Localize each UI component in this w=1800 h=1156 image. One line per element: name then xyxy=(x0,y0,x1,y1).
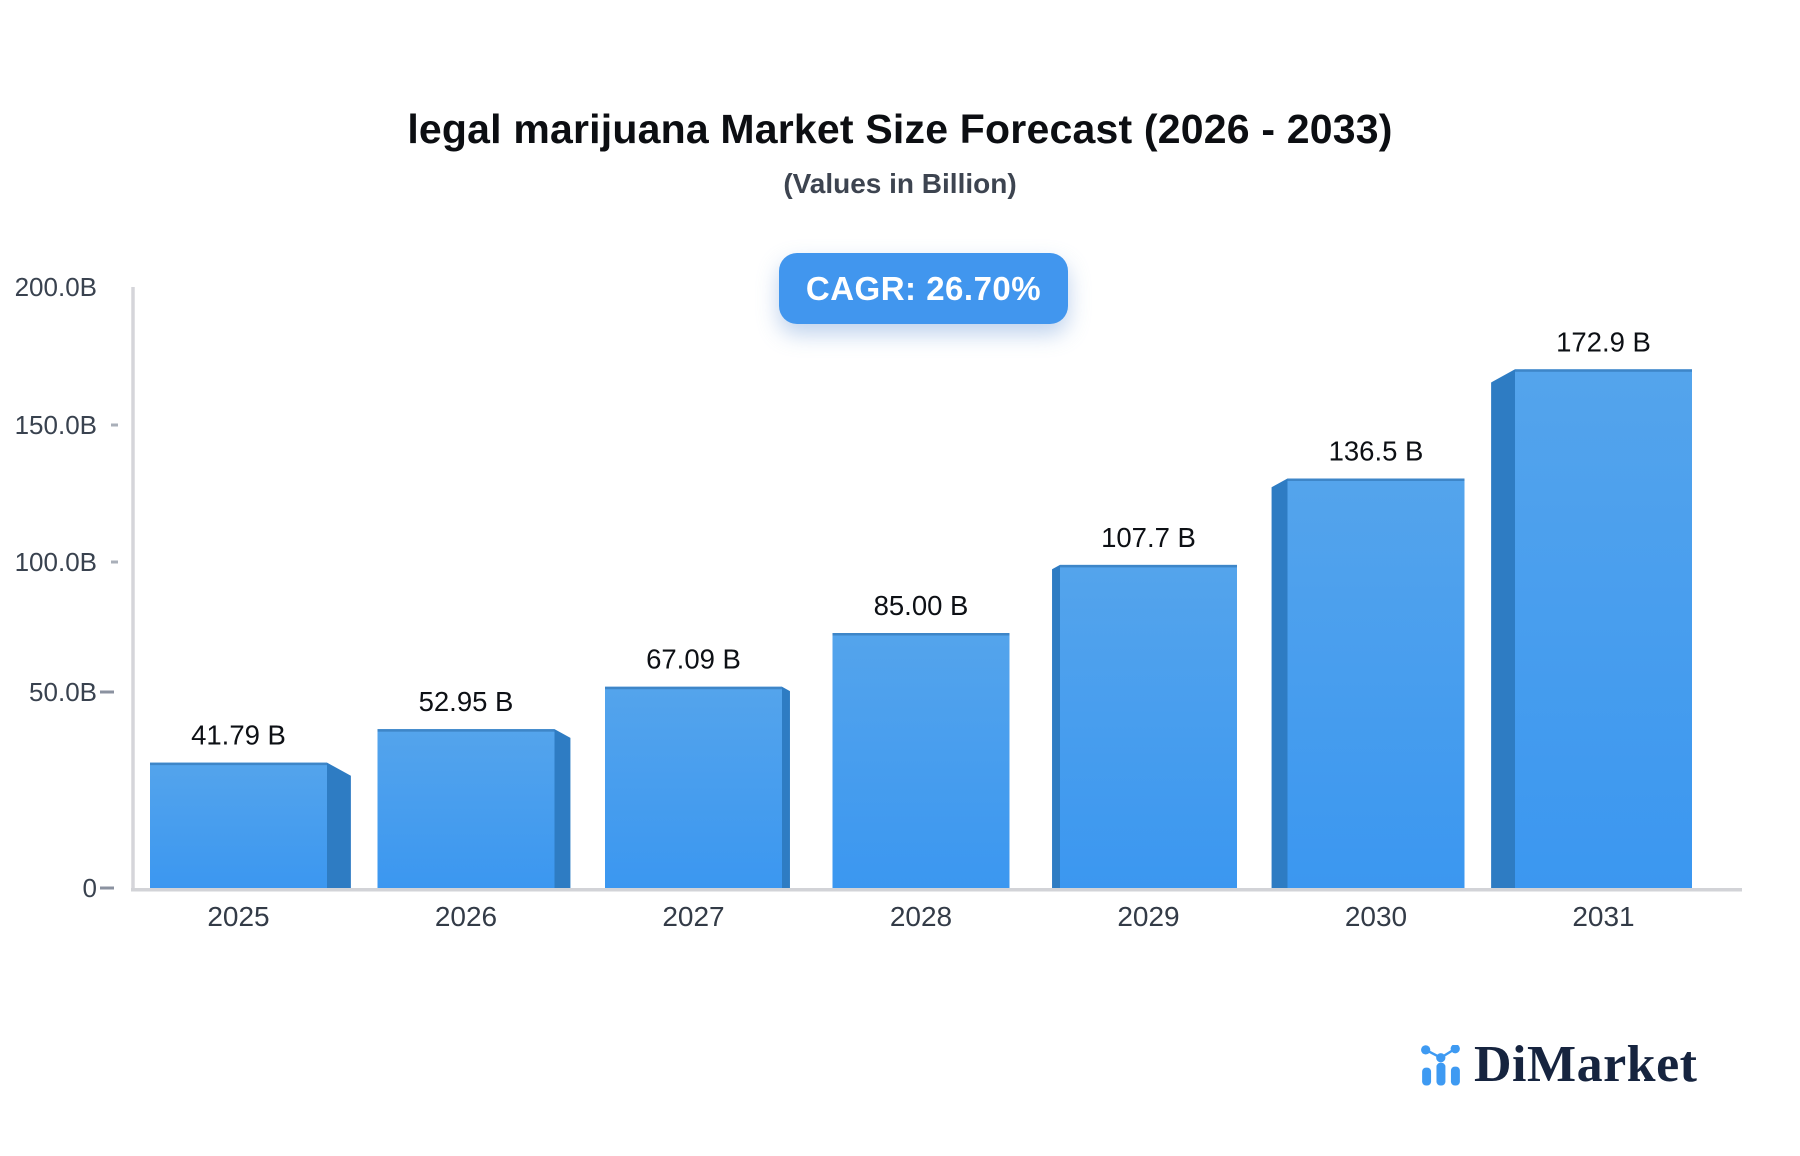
bar-face xyxy=(150,762,327,888)
bar-face xyxy=(1515,369,1692,888)
y-axis-tick-label: 100.0B xyxy=(15,547,97,577)
bar-top-edge xyxy=(377,729,555,732)
bar-3d-side xyxy=(782,686,790,888)
bar-value-label: 107.7 B xyxy=(1101,522,1196,553)
bar-face xyxy=(1287,478,1465,888)
x-axis-category-label: 2025 xyxy=(207,901,269,932)
bar-group-2026: 52.95 B 2026 xyxy=(377,686,571,932)
bar-group-2031: 172.9 B 2031 xyxy=(1491,326,1692,932)
y-axis-tick-label: 0 xyxy=(83,873,97,903)
chart-subtitle: (Values in Billion) xyxy=(783,168,1017,199)
brand-logo-text: DiMarket xyxy=(1474,1036,1698,1093)
y-axis-line xyxy=(131,287,135,892)
bar-top-edge xyxy=(150,762,327,766)
x-axis-category-label: 2026 xyxy=(435,901,497,932)
x-axis-category-label: 2031 xyxy=(1572,901,1634,932)
bar-3d-side xyxy=(1052,564,1060,888)
bar-face xyxy=(377,729,555,888)
bar-value-label: 52.95 B xyxy=(419,686,514,717)
x-axis-category-label: 2029 xyxy=(1117,901,1179,932)
bar-value-label: 172.9 B xyxy=(1556,326,1651,357)
bar-top-edge xyxy=(832,633,1010,636)
y-axis-tick-label: 150.0B xyxy=(15,410,97,440)
bar-3d-side xyxy=(1271,478,1288,888)
bar-face xyxy=(1060,564,1237,888)
bar-value-label: 67.09 B xyxy=(646,644,741,675)
bar-group-2029: 107.7 B 2029 xyxy=(1052,522,1237,932)
bar-group-2030: 136.5 B 2030 xyxy=(1271,436,1465,932)
y-axis-tick-label: 200.0B xyxy=(15,272,97,302)
bar-group-2027: 67.09 B 2027 xyxy=(605,644,790,932)
bar-face xyxy=(605,686,782,888)
chart-title: legal marijuana Market Size Forecast (20… xyxy=(407,106,1393,152)
bar-group-2028: 85.00 B 2028 xyxy=(832,590,1010,932)
bar-3d-side xyxy=(327,762,351,888)
bar-value-label: 136.5 B xyxy=(1329,436,1424,467)
x-axis-category-label: 2028 xyxy=(890,901,952,932)
brand-logo: DiMarket xyxy=(1421,1038,1697,1092)
bar-value-label: 85.00 B xyxy=(874,590,969,621)
x-axis-line xyxy=(131,888,1742,892)
bar-group-2025: 41.79 B 2025 xyxy=(150,720,351,932)
x-axis-category-label: 2027 xyxy=(662,901,724,932)
x-axis-category-label: 2030 xyxy=(1345,901,1407,932)
bar-face xyxy=(832,633,1010,888)
y-axis-tick-label: 50.0B xyxy=(29,677,97,707)
cagr-badge: CAGR: 26.70% xyxy=(779,253,1068,324)
bar-top-edge xyxy=(1060,564,1237,568)
bar-top-edge xyxy=(605,686,782,690)
bar-value-label: 41.79 B xyxy=(191,720,286,751)
bar-3d-side xyxy=(1491,369,1515,888)
bar-3d-side xyxy=(554,729,571,888)
dimarket-logo-icon xyxy=(1421,1044,1460,1085)
bar-top-edge xyxy=(1515,369,1692,372)
bar-top-edge xyxy=(1287,478,1465,481)
